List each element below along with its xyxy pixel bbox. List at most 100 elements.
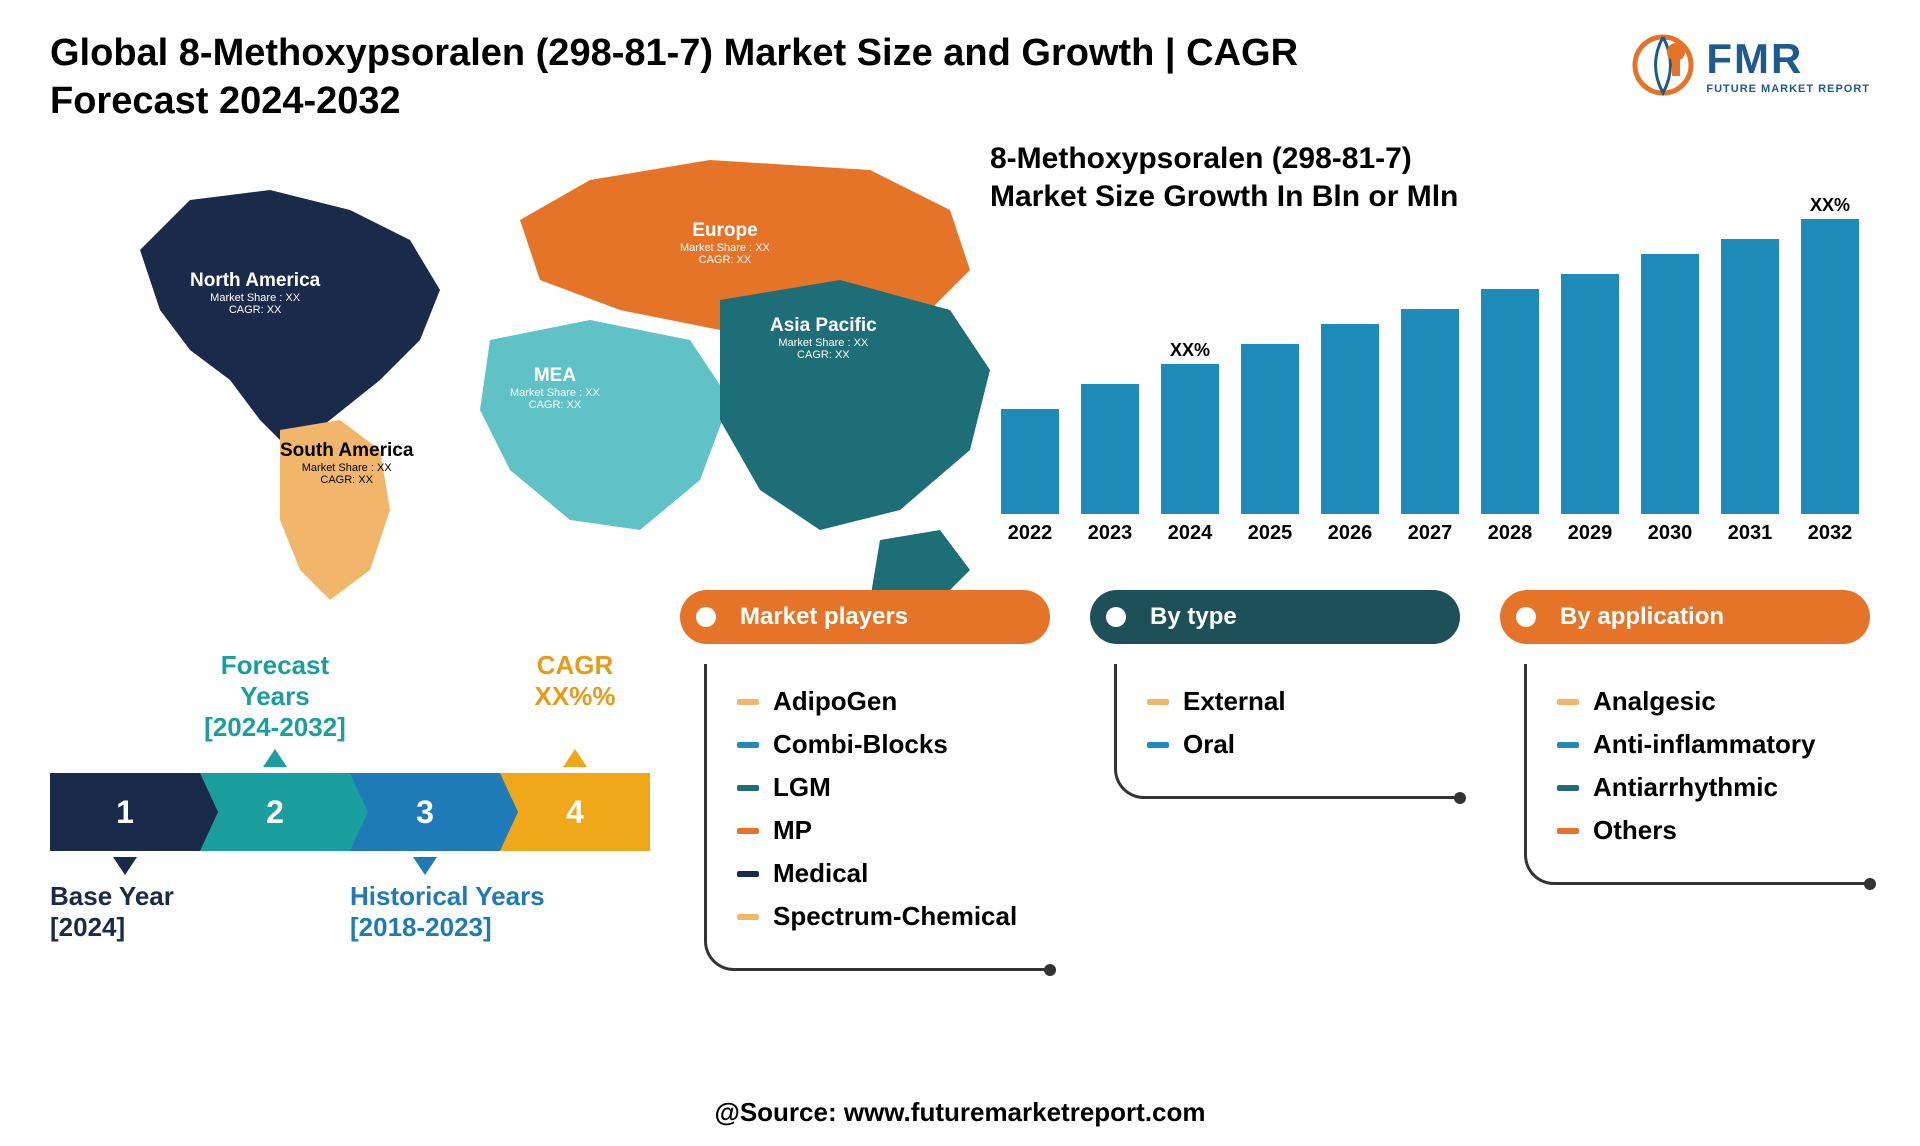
bar-col: 2026	[1315, 324, 1385, 545]
segment-list: AdipoGenCombi-BlocksLGMMPMedicalSpectrum…	[704, 664, 1050, 971]
segment-header-text: By type	[1150, 603, 1237, 631]
tick-icon	[737, 699, 759, 705]
bars-container: 20222023XX%20242025202620272028202920302…	[990, 225, 1870, 545]
bar	[1721, 239, 1779, 514]
segment-item: Spectrum-Chemical	[737, 895, 1050, 938]
segment-item-label: MP	[773, 815, 812, 846]
bar	[1241, 344, 1299, 514]
arrow-down-icon	[113, 857, 137, 875]
segment-item: External	[1147, 680, 1460, 723]
segment-column: By application Analgesic Anti-inflammatory…	[1500, 590, 1870, 971]
timeline-number: 1	[116, 794, 134, 831]
bar-year-label: 2023	[1088, 522, 1133, 545]
segment-item-label: Oral	[1183, 729, 1235, 760]
globe-icon	[1628, 30, 1698, 100]
dot-icon	[696, 607, 716, 627]
segment-item-label: Analgesic	[1593, 686, 1716, 717]
bar-col: XX%2032	[1795, 219, 1865, 545]
dot-icon	[1516, 607, 1536, 627]
region-label: Asia PacificMarket Share : XXCAGR: XX	[770, 315, 877, 361]
timeline-number: 3	[416, 794, 434, 831]
tick-icon	[737, 785, 759, 791]
bar-year-label: 2027	[1408, 522, 1453, 545]
bar	[1401, 309, 1459, 514]
logo-text: FMR	[1706, 35, 1870, 83]
timeline-number: 4	[566, 794, 584, 831]
segment-header: By type	[1090, 590, 1460, 644]
segment-item-label: Spectrum-Chemical	[773, 901, 1017, 932]
bar-col: 2027	[1395, 309, 1465, 545]
timeline-segment: 2	[200, 773, 350, 851]
segment-header-text: Market players	[740, 603, 908, 631]
bar	[1161, 364, 1219, 514]
header: Global 8-Methoxypsoralen (298-81-7) Mark…	[50, 30, 1870, 125]
arrow-up-icon	[563, 749, 587, 767]
segment-item-label: Combi-Blocks	[773, 729, 948, 760]
segment-header: By application	[1500, 590, 1870, 644]
region-label: MEAMarket Share : XXCAGR: XX	[510, 365, 600, 411]
segment-item-label: Anti-inflammatory	[1593, 729, 1815, 760]
region-label: North AmericaMarket Share : XXCAGR: XX	[190, 270, 320, 316]
tick-icon	[737, 871, 759, 877]
arrow-up-icon	[263, 749, 287, 767]
bar-year-label: 2022	[1008, 522, 1053, 545]
segment-list: External Oral	[1114, 664, 1460, 799]
timeline-number: 2	[266, 794, 284, 831]
segment-list: Analgesic Anti-inflammatory Antiarrhythmic…	[1524, 664, 1870, 885]
bar-annotation: XX%	[1810, 195, 1850, 216]
bar-year-label: 2025	[1248, 522, 1293, 545]
timeline-segment: 1	[50, 773, 200, 851]
segment-item: Others	[1557, 809, 1870, 852]
bar-year-label: 2031	[1728, 522, 1773, 545]
tick-icon	[737, 742, 759, 748]
bar	[1801, 219, 1859, 514]
bottom-row: Forecast Years [2024-2032] CAGR XX%% 1 2 3…	[50, 590, 1870, 971]
middle-row: North AmericaMarket Share : XXCAGR: XX So…	[50, 140, 1870, 560]
timeline-segment: 4	[500, 773, 650, 851]
hist-range: [2018-2023]	[350, 912, 560, 943]
cagr-label: CAGR	[500, 650, 650, 681]
tick-icon	[1147, 742, 1169, 748]
segment-item: Anti-inflammatory	[1557, 723, 1870, 766]
bar-col: 2030	[1635, 254, 1705, 545]
segment-column: Market playersAdipoGenCombi-BlocksLGMMPM…	[680, 590, 1050, 971]
source-attribution: @Source: www.futuremarketreport.com	[714, 1097, 1205, 1128]
tick-icon	[1147, 699, 1169, 705]
arrow-down-icon	[413, 857, 437, 875]
dot-icon	[1106, 607, 1126, 627]
bar	[1081, 384, 1139, 514]
segment-item-label: Others	[1593, 815, 1677, 846]
base-year-range: [2024]	[50, 912, 200, 943]
segment-header: Market players	[680, 590, 1050, 644]
segment-item: LGM	[737, 766, 1050, 809]
bar-col: 2022	[995, 409, 1065, 545]
logo-subtitle: FUTURE MARKET REPORT	[1706, 83, 1870, 95]
bar-year-label: 2030	[1648, 522, 1693, 545]
bar-year-label: 2024	[1168, 522, 1213, 545]
tick-icon	[737, 914, 759, 920]
segment-item: MP	[737, 809, 1050, 852]
segment-item: Antiarrhythmic	[1557, 766, 1870, 809]
segment-item-label: LGM	[773, 772, 831, 803]
region-label: South AmericaMarket Share : XXCAGR: XX	[280, 440, 413, 486]
segment-item: Medical	[737, 852, 1050, 895]
forecast-label: Forecast Years	[200, 650, 350, 712]
bar-year-label: 2026	[1328, 522, 1373, 545]
tick-icon	[1557, 699, 1579, 705]
bar	[1641, 254, 1699, 514]
base-year-label: Base Year	[50, 881, 200, 912]
bar-col: 2029	[1555, 274, 1625, 545]
cagr-value: XX%%	[500, 681, 650, 712]
segment-column: By type External Oral	[1090, 590, 1460, 971]
bar	[1001, 409, 1059, 514]
bar	[1481, 289, 1539, 514]
segment-item: Oral	[1147, 723, 1460, 766]
tick-icon	[1557, 742, 1579, 748]
forecast-range: [2024-2032]	[200, 712, 350, 743]
bar	[1561, 274, 1619, 514]
timeline: Forecast Years [2024-2032] CAGR XX%% 1 2 3…	[50, 590, 650, 971]
bar-col: 2025	[1235, 344, 1305, 545]
segment-item-label: Medical	[773, 858, 868, 889]
bar-col: 2023	[1075, 384, 1145, 545]
chart-title: 8-Methoxypsoralen (298-81-7) Market Size…	[990, 140, 1470, 215]
